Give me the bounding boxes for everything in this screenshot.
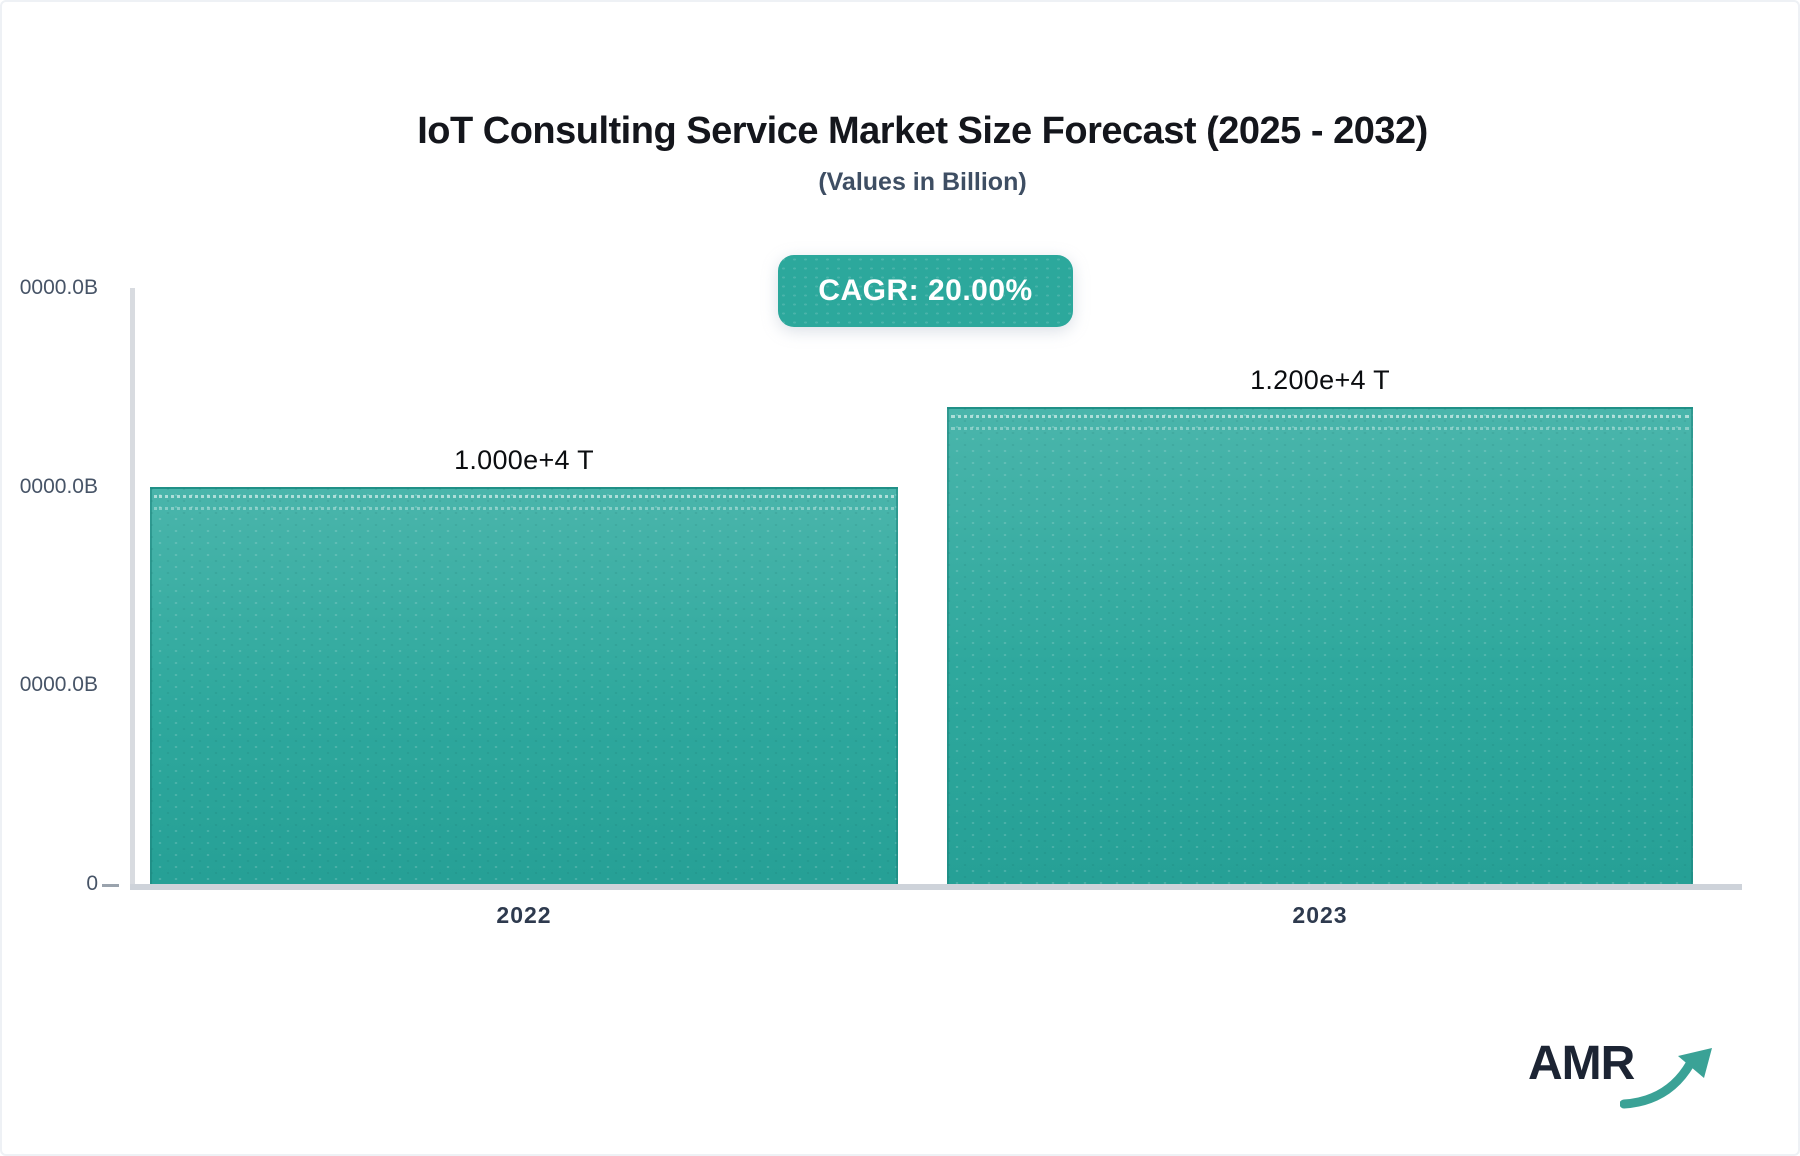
cagr-badge: CAGR: 20.00% [778, 255, 1073, 327]
bar-2023[interactable] [947, 407, 1693, 884]
x-axis-label-2023: 2023 [1292, 902, 1348, 928]
bar-group-2022: 1.000e+4 T [150, 0, 898, 1156]
brand-logo: AMR [1528, 1028, 1728, 1109]
x-axis-line [130, 884, 1742, 890]
chart-subtitle: (Values in Billion) [818, 168, 1027, 196]
bar-value-label: 1.200e+4 T [1250, 365, 1390, 396]
x-axis-label-2022: 2022 [496, 902, 552, 928]
growth-arrow-icon [1620, 1048, 1712, 1109]
y-axis-tick-label: 0 [86, 872, 98, 895]
bar-2022[interactable] [150, 486, 898, 884]
y-axis-tick-label: 0000.0B [19, 276, 98, 299]
bar-group-2023: 1.200e+4 T [947, 0, 1693, 1156]
bar-value-label: 1.000e+4 T [454, 444, 594, 475]
y-axis-tick-label: 0000.0B [19, 474, 98, 498]
brand-logo-text: AMR [1528, 1037, 1635, 1090]
chart-title: IoT Consulting Service Market Size Forec… [417, 110, 1428, 152]
y-axis-tick-label: 0000.0B [19, 673, 98, 697]
y-axis-line [130, 288, 135, 890]
zero-tick-mark [102, 884, 119, 887]
